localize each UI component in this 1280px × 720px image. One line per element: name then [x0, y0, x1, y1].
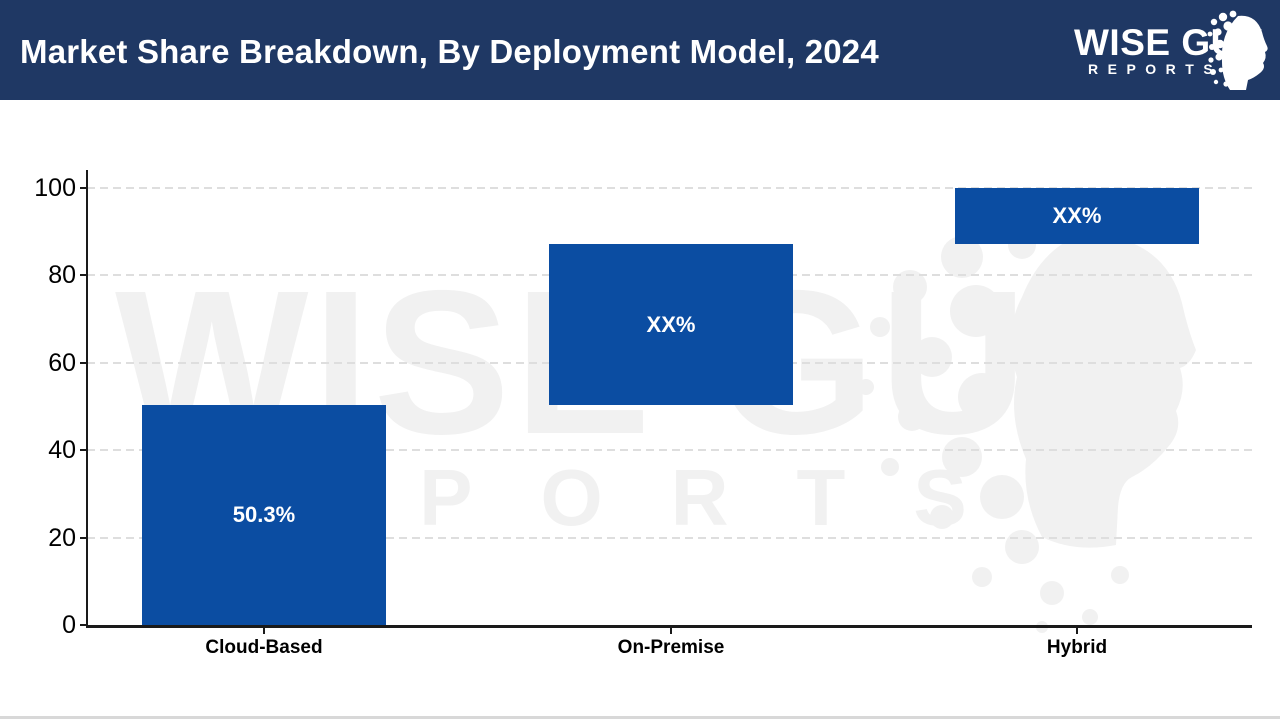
bar-value-label: XX% [646, 311, 696, 337]
page-title: Market Share Breakdown, By Deployment Mo… [20, 33, 879, 70]
bar-hybrid: XX% [955, 187, 1199, 245]
y-axis-tick [80, 361, 87, 364]
y-axis-tick [80, 624, 87, 626]
bar-cloud-based: 50.3% [142, 404, 386, 625]
footer-divider [0, 716, 1280, 719]
y-axis-tick-label: 40 [48, 436, 76, 464]
x-axis-line [87, 625, 1252, 628]
y-axis-tick [80, 274, 87, 276]
bar-on-premise: XX% [549, 244, 793, 405]
x-axis-tick [1076, 627, 1078, 634]
gridline [87, 536, 1252, 539]
y-axis-tick-label: 80 [48, 261, 76, 289]
x-axis-tick [263, 627, 265, 634]
x-axis-category-label: Cloud-Based [205, 637, 323, 658]
x-axis-category-label: On-Premise [617, 637, 725, 658]
y-axis-tick [80, 186, 87, 189]
plot-area: 0 20 40 60 80 100 50.3% XX% XX% Cloud-Based On-Pre… [0, 100, 1280, 717]
chart-canvas: WISE GU REPORTS 0 20 40 60 80 100 [0, 100, 1280, 717]
logo-head-icon [1207, 10, 1268, 90]
header-bar: Market Share Breakdown, By Deployment Mo… [0, 0, 1280, 100]
bar-value-label: XX% [1052, 202, 1102, 228]
wise-guy-reports-logo: WISE GUY REPORTS [1032, 8, 1272, 92]
y-axis-line [86, 170, 88, 628]
gridline [87, 186, 1252, 189]
logo-subtext: REPORTS [1088, 61, 1223, 77]
x-axis-tick [670, 627, 672, 634]
y-axis-tick-label: 100 [34, 173, 76, 202]
bar-value-label: 50.3% [232, 501, 296, 527]
x-axis-category-label: Hybrid [1046, 637, 1108, 658]
y-axis-tick-label: 60 [48, 348, 76, 377]
y-axis-tick-label: 0 [62, 611, 76, 639]
gridline [87, 449, 1252, 451]
y-axis-tick [80, 536, 87, 539]
y-axis-tick [80, 449, 87, 451]
y-axis-tick-label: 20 [48, 523, 76, 552]
